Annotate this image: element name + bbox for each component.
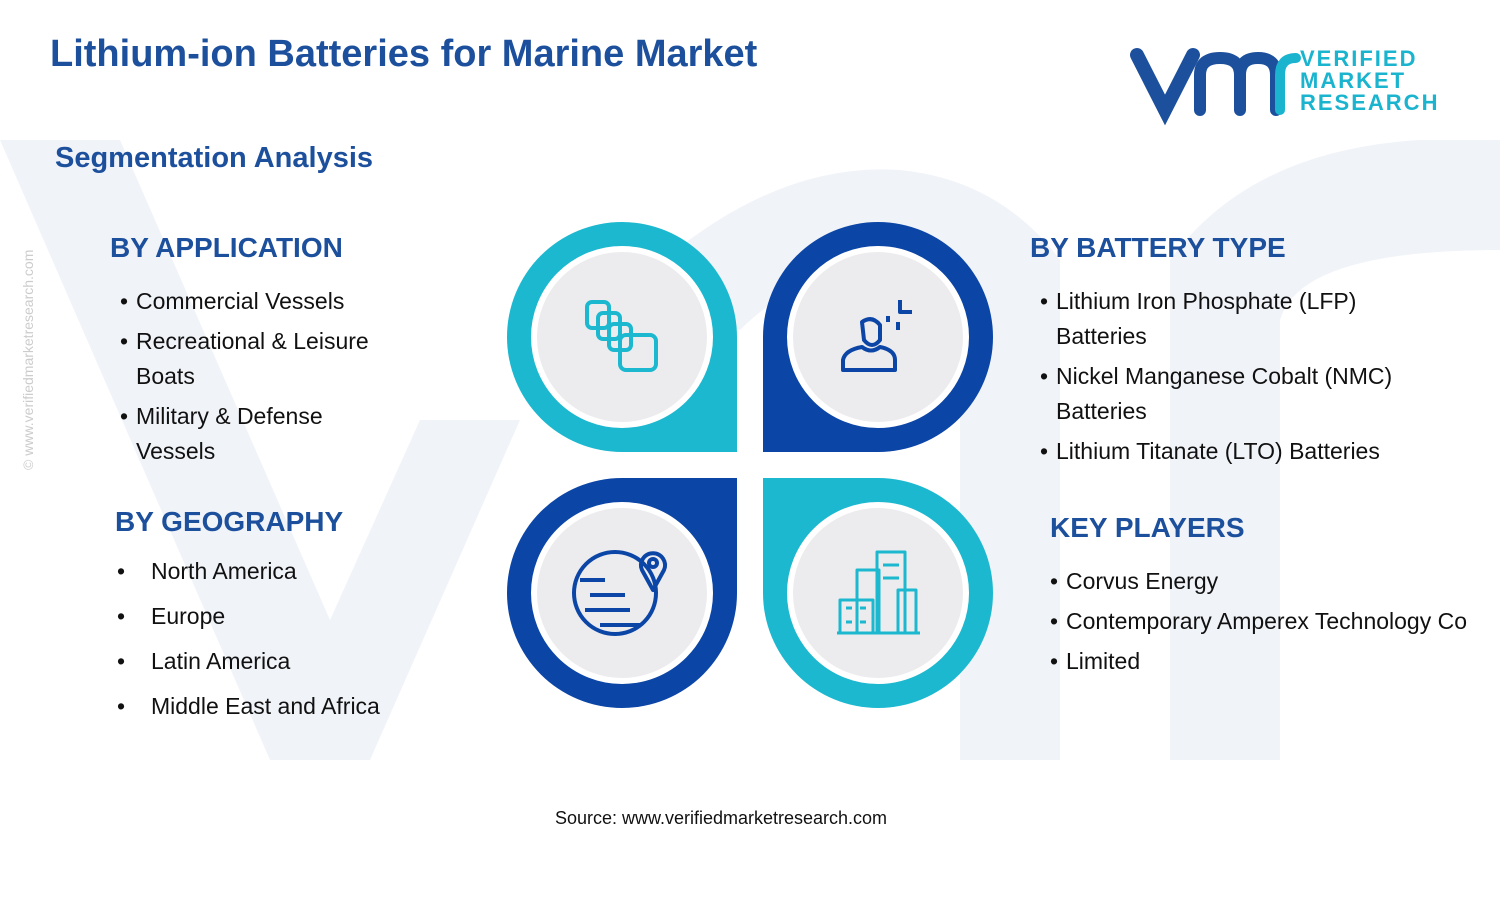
list-item: Military & Defense Vessels [120, 399, 400, 469]
list-item: Lithium Iron Phosphate (LFP) Batteries [1040, 284, 1430, 354]
logo-line: MARKET [1300, 68, 1407, 93]
logo-mark [1130, 48, 1301, 126]
list-item: Corvus Energy [1050, 564, 1500, 599]
list-item: North America [117, 554, 437, 589]
subtitle: Segmentation Analysis [55, 142, 374, 174]
person-icon [841, 300, 912, 372]
list-item: Contemporary Amperex Technology Co [1050, 604, 1500, 639]
list-item: Lithium Titanate (LTO) Batteries [1040, 434, 1430, 469]
item-list: Lithium Iron Phosphate (LFP) BatteriesNi… [1040, 284, 1430, 474]
list-item: Recreational & Leisure Boats [120, 324, 400, 394]
globe-icon [572, 550, 667, 636]
list-item: Commercial Vessels [120, 284, 400, 319]
icons [572, 300, 920, 636]
item-list: North America Europe Latin America Middle E… [117, 554, 437, 734]
watermark-text: © www.verifiedmarketresearch.com [20, 249, 36, 470]
list-item: Limited [1050, 644, 1500, 679]
section-heading: KEY PLAYERS [1050, 512, 1245, 543]
buildings-icon [837, 550, 920, 635]
section-heading: BY BATTERY TYPE [1030, 232, 1286, 263]
logo-line: VERIFIED [1300, 46, 1418, 71]
logo-line: RESEARCH [1300, 90, 1440, 115]
logo-text: VERIFIED MARKET RESEARCH [1300, 48, 1439, 114]
battery-icon [585, 300, 658, 372]
source: Source: www.verifiedmarketresearch.com [554, 808, 888, 828]
list-item: Middle East and Africa [117, 689, 437, 724]
section-heading: BY APPLICATION [110, 232, 343, 263]
page-title: Lithium-ion Batteries for Marine Market [50, 33, 758, 75]
item-list: Commercial Vessels Recreational & Leisure… [120, 284, 400, 474]
list-item: Latin America [117, 644, 437, 679]
list-item: Nickel Manganese Cobalt (NMC) Batteries [1040, 359, 1430, 429]
item-list: Corvus Energy Contemporary Amperex Techno… [1050, 564, 1500, 684]
section-heading: BY GEOGRAPHY [115, 506, 344, 537]
list-item: Europe [117, 599, 437, 634]
